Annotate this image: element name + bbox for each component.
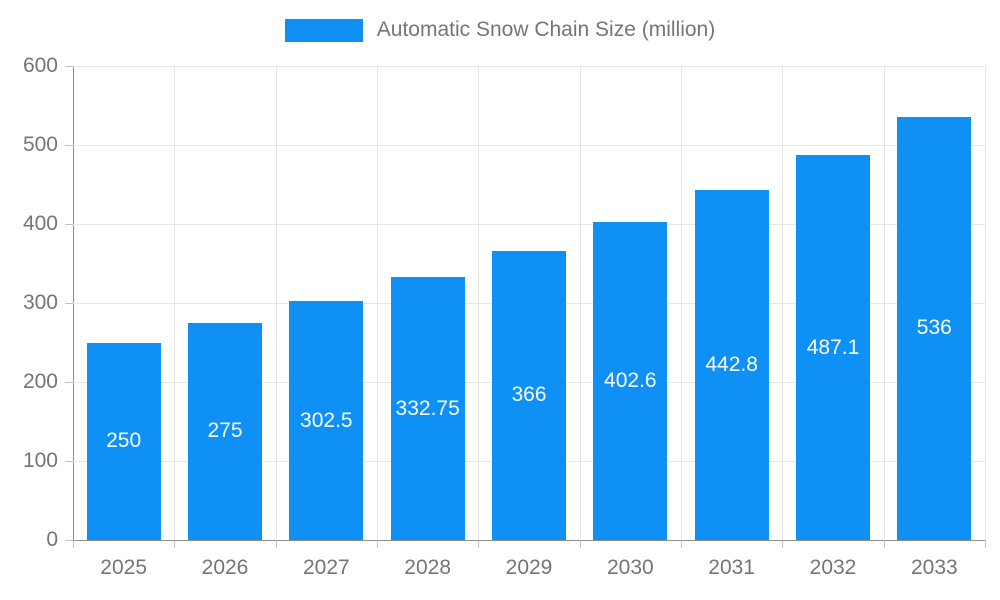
bar-value-label: 487.1 (806, 335, 860, 359)
y-tick-label: 300 (22, 291, 58, 314)
x-tick-label-2030: 2030 (606, 556, 654, 579)
y-gridline (73, 66, 985, 67)
y-gridline (73, 145, 985, 146)
x-tick-mark (73, 540, 74, 548)
x-gridline (883, 66, 885, 540)
x-tick-label-2028: 2028 (404, 556, 452, 579)
x-gridline (681, 66, 682, 540)
y-tick-label: 0 (46, 528, 58, 551)
bar-2029[interactable]: 366 (492, 250, 566, 540)
y-tick-mark (65, 66, 73, 67)
x-tick-mark (579, 540, 581, 548)
x-tick-mark (174, 540, 176, 548)
x-tick-mark (883, 540, 885, 548)
legend[interactable]: Automatic Snow Chain Size (million) (0, 18, 1000, 42)
bar-value-label: 250 (106, 429, 142, 453)
y-tick-label: 500 (22, 133, 58, 156)
x-tick-label-2025: 2025 (100, 556, 148, 579)
bar-2033[interactable]: 536 (897, 116, 972, 540)
x-tick-label-2032: 2032 (809, 556, 857, 579)
bar-2027[interactable]: 302.5 (289, 301, 364, 540)
x-gridline (579, 66, 581, 540)
x-tick-mark (681, 540, 682, 548)
x-tick-label-2031: 2031 (708, 556, 756, 579)
bar-value-label: 332.75 (395, 396, 460, 420)
bar-2031[interactable]: 442.8 (694, 190, 769, 540)
y-tick-mark (65, 461, 73, 462)
x-tick-label-2033: 2033 (910, 556, 958, 579)
x-gridline (782, 66, 784, 540)
bar-value-label: 275 (207, 419, 243, 443)
x-axis-line (73, 540, 985, 541)
y-tick-label: 400 (22, 212, 58, 235)
x-tick-label-2027: 2027 (302, 556, 350, 579)
y-tick-mark (65, 382, 73, 383)
x-tick-mark (275, 540, 277, 548)
x-gridline (985, 66, 986, 540)
x-tick-mark (377, 540, 378, 548)
bar-value-label: 302.5 (300, 408, 353, 432)
bar-value-label: 402.6 (604, 368, 657, 392)
bar-2028[interactable]: 332.75 (390, 277, 465, 540)
bar-value-label: 536 (916, 316, 952, 340)
y-tick-mark (65, 145, 73, 146)
legend-label: Automatic Snow Chain Size (million) (376, 18, 716, 41)
x-tick-mark (985, 540, 986, 548)
y-tick-mark (65, 303, 73, 304)
x-gridline (275, 66, 277, 540)
plot-area: 250 275 302.5 332.75 366 402.6 442.8 487.1 536 (73, 66, 986, 540)
x-tick-label-2029: 2029 (505, 556, 553, 579)
bar-2026[interactable]: 275 (188, 322, 262, 540)
y-tick-mark (65, 540, 73, 541)
x-tick-label-2026: 2026 (201, 556, 249, 579)
bar-2030[interactable]: 402.6 (593, 221, 668, 540)
y-tick-label: 600 (22, 54, 58, 77)
y-tick-label: 100 (22, 449, 58, 472)
y-tick-mark (65, 224, 73, 225)
x-gridline (478, 66, 480, 540)
legend-swatch-icon (284, 18, 363, 42)
bar-value-label: 366 (511, 383, 547, 407)
y-gridline (73, 224, 985, 225)
bar-2025[interactable]: 250 (86, 342, 161, 540)
bar-value-label: 442.8 (705, 353, 758, 377)
bar-2032[interactable]: 487.1 (796, 155, 870, 540)
x-gridline (174, 66, 176, 540)
y-tick-label: 200 (22, 370, 58, 393)
x-tick-mark (782, 540, 784, 548)
x-gridline (377, 66, 378, 540)
x-tick-mark (478, 540, 480, 548)
